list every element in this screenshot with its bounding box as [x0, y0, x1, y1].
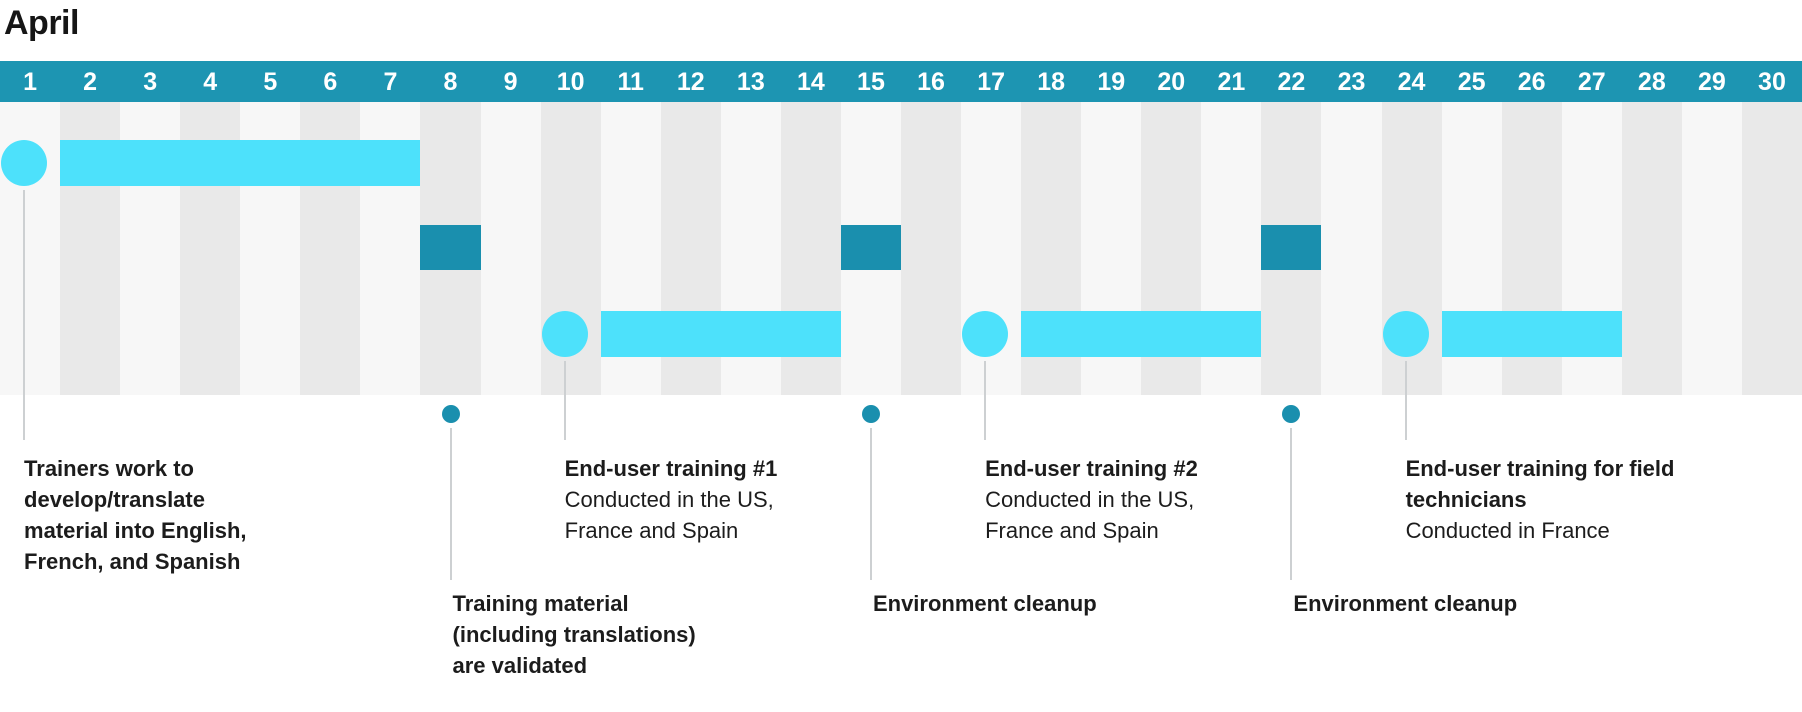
day-label: 4	[203, 68, 218, 96]
day-label: 27	[1577, 68, 1606, 96]
day-column-stripe	[901, 102, 962, 395]
day-label: 9	[503, 68, 518, 96]
day-label: 1	[23, 68, 37, 96]
label-body-line: France and Spain	[564, 518, 739, 543]
day-label: 16	[917, 68, 945, 96]
day-label: 12	[676, 68, 705, 96]
label-body-line: Conducted in the US,	[985, 487, 1195, 512]
day-label: 26	[1517, 68, 1546, 96]
day-column-stripe	[1321, 102, 1383, 395]
day-column-stripe	[1741, 102, 1802, 395]
label-heading-line: Environment cleanup	[1293, 591, 1518, 616]
task-start-circle	[962, 311, 1009, 357]
task-label: End-user training for field technicians Co…	[1406, 453, 1675, 546]
leader-line	[563, 361, 566, 440]
day-label: 25	[1457, 68, 1486, 96]
task-bar	[60, 140, 421, 186]
milestone-square	[1261, 225, 1322, 270]
label-heading-line: technicians	[1405, 487, 1527, 512]
milestone-label: Environment cleanup	[873, 588, 1097, 619]
day-label: 5	[263, 68, 278, 96]
day-label: 29	[1697, 68, 1726, 96]
task-bar	[1021, 311, 1262, 357]
milestone-label: Environment cleanup	[1293, 588, 1517, 619]
day-column-stripe	[480, 102, 542, 395]
day-label: 21	[1217, 68, 1246, 96]
label-heading-line: Trainers work to	[24, 456, 194, 481]
leader-line	[449, 428, 452, 580]
task-label: Trainers work to develop/translate materia…	[24, 453, 246, 577]
label-heading-line: French, and Spanish	[24, 549, 241, 574]
label-heading-line: End-user training for field	[1405, 456, 1675, 481]
day-column-stripe	[1621, 102, 1683, 395]
label-heading-line: Training material	[452, 591, 629, 616]
day-label: 20	[1157, 68, 1186, 96]
label-heading-line: End-user training #2	[985, 456, 1198, 481]
day-label: 14	[796, 68, 825, 96]
day-label: 18	[1037, 68, 1066, 96]
label-body-line: France and Spain	[985, 518, 1159, 543]
day-label: 10	[556, 68, 585, 96]
milestone-dot	[861, 405, 880, 423]
day-label: 15	[857, 68, 885, 96]
month-title: April	[4, 4, 79, 42]
milestone-dot	[1282, 405, 1301, 423]
leader-line	[1404, 361, 1407, 440]
label-heading-line: Environment cleanup	[872, 591, 1097, 616]
day-label: 8	[443, 68, 458, 96]
day-label: 19	[1097, 68, 1126, 96]
day-label: 13	[736, 68, 765, 96]
task-start-circle	[541, 311, 588, 357]
leader-line	[23, 190, 26, 440]
label-heading-line: End-user training #1	[564, 456, 778, 481]
label-heading-line: (including translations)	[452, 622, 696, 647]
task-bar	[600, 311, 841, 357]
day-label: 17	[977, 68, 1005, 96]
calendar-header: 1 2 3 4 5 6 7 8 9 10 11 12 13 14 15 16 17 18 19 20 21 22 23 24 2…	[0, 61, 1802, 102]
leader-line	[984, 361, 987, 440]
milestone-square	[840, 225, 901, 270]
milestone-label: Training material (including translations…	[453, 588, 696, 681]
day-label: 24	[1397, 68, 1426, 96]
day-label: 7	[383, 68, 398, 96]
task-start-circle	[1382, 311, 1429, 357]
label-body-line: Conducted in France	[1405, 518, 1610, 543]
day-label: 23	[1337, 68, 1366, 96]
day-label: 28	[1637, 68, 1666, 96]
label-heading-line: material into English,	[24, 518, 247, 543]
milestone-square	[420, 225, 481, 270]
day-label: 30	[1758, 68, 1786, 96]
task-label: End-user training #2 Conducted in the US,…	[985, 453, 1198, 546]
day-label: 11	[617, 68, 644, 96]
milestone-dot	[441, 405, 460, 423]
leader-line	[1290, 428, 1293, 580]
day-column-stripe	[1681, 102, 1743, 395]
day-label: 6	[323, 68, 338, 96]
label-heading-line: develop/translate	[24, 487, 205, 512]
task-bar	[1441, 311, 1622, 357]
task-label: End-user training #1 Conducted in the US,…	[565, 453, 778, 546]
leader-line	[869, 428, 872, 580]
day-label: 3	[143, 68, 158, 96]
label-heading-line: are validated	[452, 653, 588, 678]
task-start-circle	[1, 140, 48, 186]
label-body-line: Conducted in the US,	[564, 487, 774, 512]
day-label: 22	[1277, 68, 1306, 96]
day-label: 2	[83, 68, 98, 96]
